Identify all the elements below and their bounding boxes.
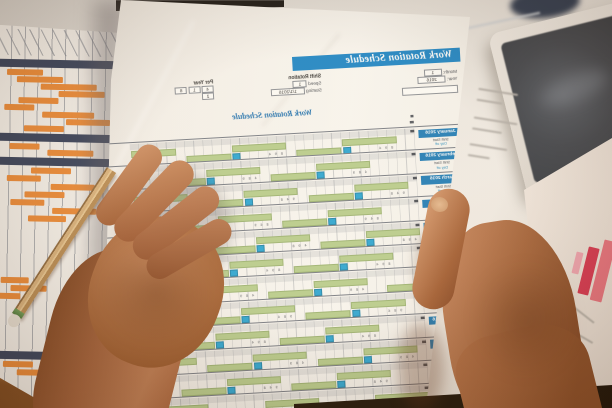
right-hand-shadow <box>398 322 444 408</box>
right-hand-shading <box>470 260 580 380</box>
